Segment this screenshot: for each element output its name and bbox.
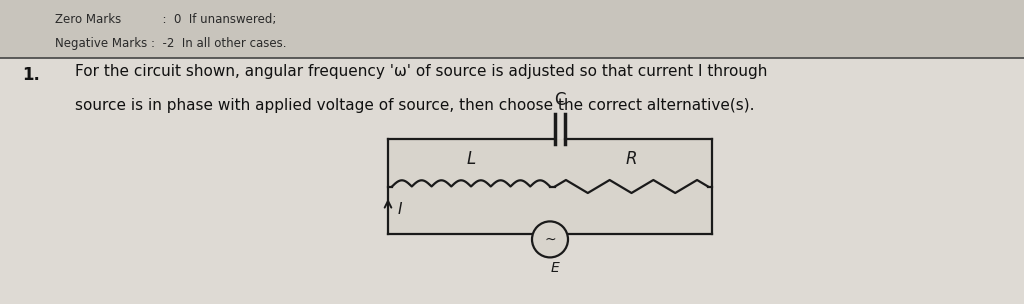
- Text: C: C: [554, 91, 565, 109]
- Text: Zero Marks           :  0  If unanswered;: Zero Marks : 0 If unanswered;: [55, 13, 276, 26]
- Text: source is in phase with applied voltage of source, then choose the correct alter: source is in phase with applied voltage …: [75, 98, 755, 113]
- Bar: [0, 58, 1024, 304]
- Text: For the circuit shown, angular frequency 'ω' of source is adjusted so that curre: For the circuit shown, angular frequency…: [75, 64, 767, 79]
- Bar: [388, 139, 712, 234]
- Bar: [0, 0, 1024, 58]
- Text: Negative Marks :  -2  In all other cases.: Negative Marks : -2 In all other cases.: [55, 37, 287, 50]
- Text: I: I: [398, 202, 402, 216]
- Text: L: L: [466, 150, 475, 168]
- Text: E: E: [551, 261, 559, 275]
- Circle shape: [532, 221, 568, 257]
- Text: R: R: [626, 150, 637, 168]
- Text: ~: ~: [544, 232, 556, 247]
- Text: 1.: 1.: [22, 66, 40, 84]
